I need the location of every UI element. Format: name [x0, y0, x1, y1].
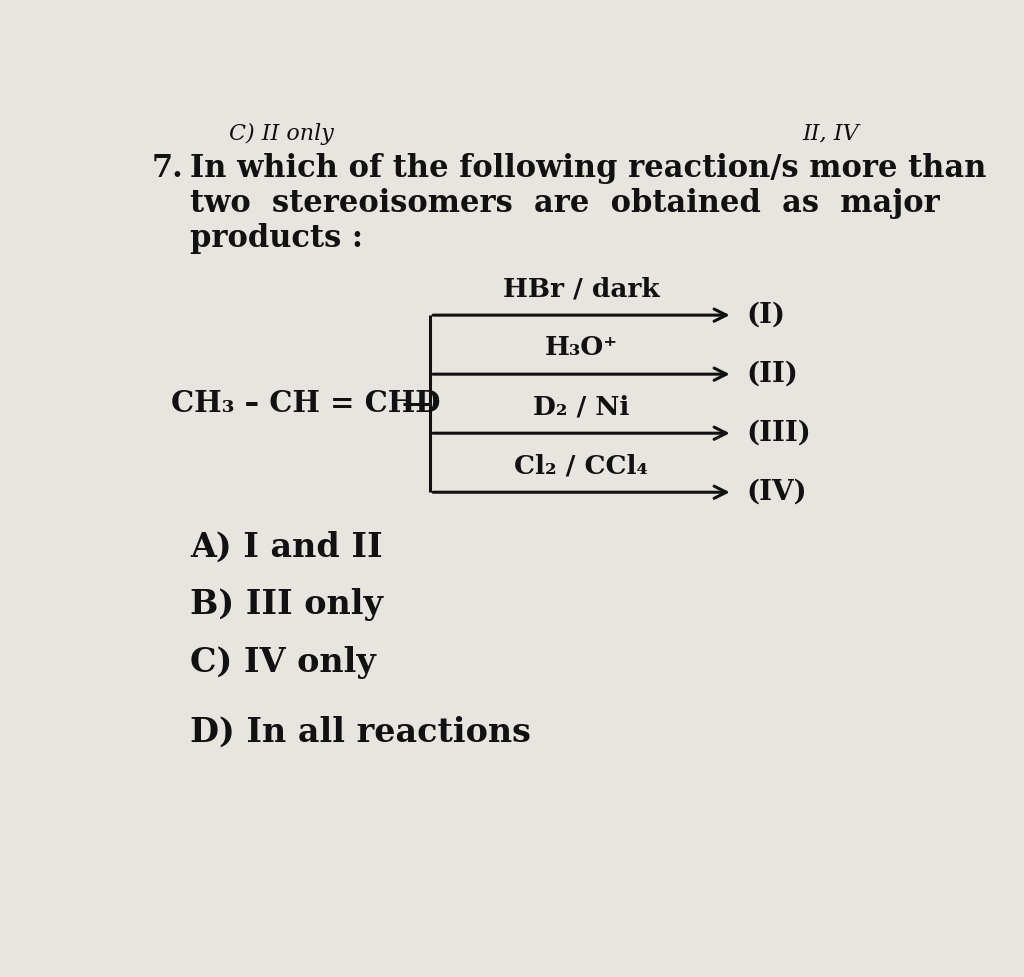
- Text: H₃O⁺: H₃O⁺: [545, 335, 617, 361]
- Text: D₂ / Ni: D₂ / Ni: [534, 395, 630, 419]
- Text: Cl₂ / CCl₄: Cl₂ / CCl₄: [514, 453, 648, 479]
- Text: (II): (II): [746, 361, 799, 388]
- Text: (III): (III): [746, 420, 811, 446]
- Text: (I): (I): [746, 302, 785, 328]
- Text: II, IV: II, IV: [802, 123, 859, 145]
- Text: C) IV only: C) IV only: [190, 646, 376, 679]
- Text: A) I and II: A) I and II: [190, 531, 383, 564]
- Text: CH₃ – CH = CHD: CH₃ – CH = CHD: [171, 389, 440, 418]
- Text: B) III only: B) III only: [190, 588, 383, 621]
- Text: (IV): (IV): [746, 479, 807, 506]
- Text: D) In all reactions: D) In all reactions: [190, 715, 530, 748]
- Text: C) II only: C) II only: [228, 123, 334, 145]
- Text: HBr / dark: HBr / dark: [503, 276, 659, 301]
- Text: two  stereoisomers  are  obtained  as  major: two stereoisomers are obtained as major: [190, 189, 940, 219]
- Text: products :: products :: [190, 223, 364, 254]
- Text: 7.: 7.: [152, 153, 183, 185]
- Text: In which of the following reaction/s more than: In which of the following reaction/s mor…: [190, 153, 986, 185]
